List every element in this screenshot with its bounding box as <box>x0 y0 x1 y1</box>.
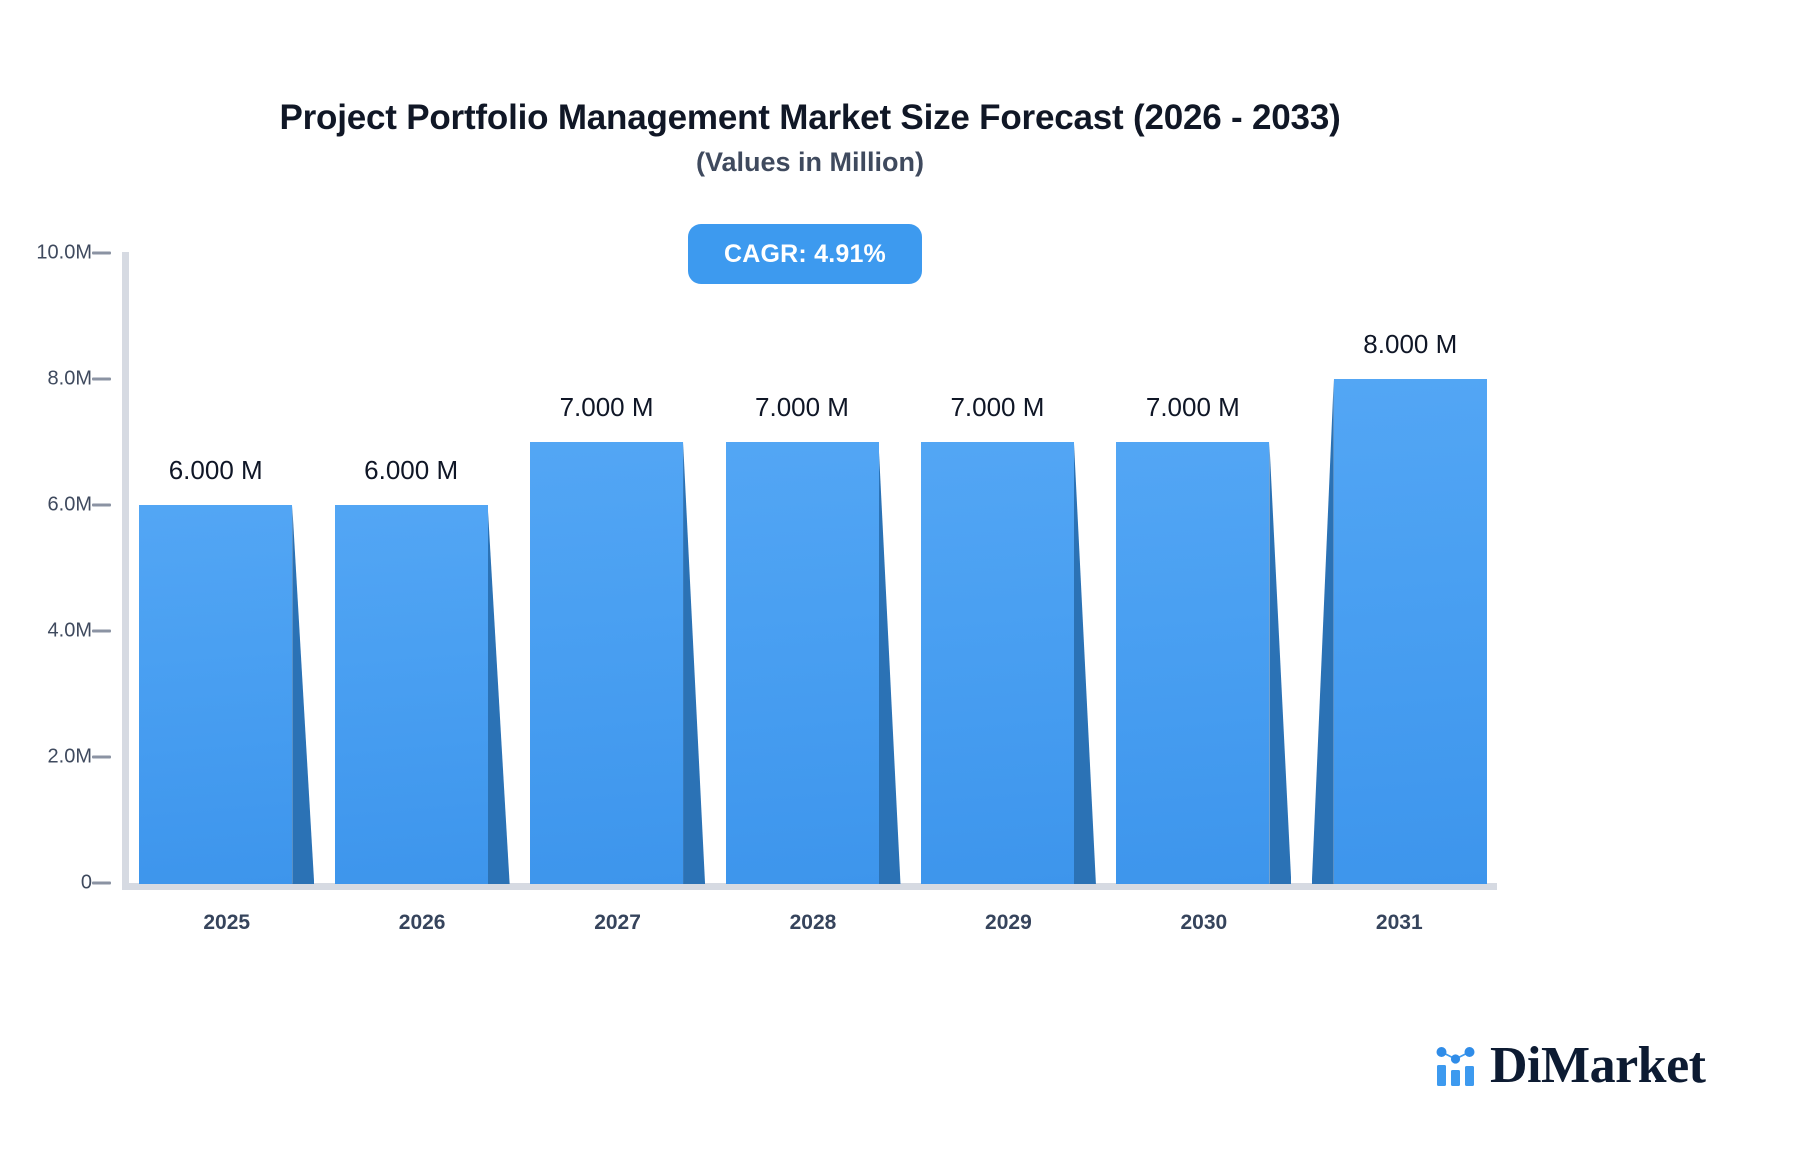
y-axis-line <box>122 252 129 884</box>
dimarket-logo: DiMarket <box>1434 1037 1706 1094</box>
y-axis-tick-mark <box>92 377 111 381</box>
y-axis-tick-mark <box>92 503 111 507</box>
y-axis-tick-label: 2.0M <box>47 745 92 768</box>
bar-front-face[interactable] <box>139 505 293 884</box>
bar-front-face[interactable] <box>920 442 1074 884</box>
cagr-badge-label: CAGR: 4.91% <box>724 239 886 268</box>
x-axis-tick-label: 2025 <box>203 911 251 934</box>
bar-3d-side <box>487 505 510 884</box>
y-axis-tick-label: 4.0M <box>47 619 92 642</box>
bar-front-face[interactable] <box>725 442 879 884</box>
y-axis-tick-mark <box>92 251 111 255</box>
bar-value-label: 6.000 M <box>168 455 263 485</box>
bar-3d-side <box>1269 442 1292 884</box>
bar-front-face[interactable] <box>1333 379 1487 884</box>
chart-subtitle: (Values in Million) <box>695 147 925 177</box>
y-axis-tick-mark <box>92 629 111 633</box>
cagr-badge: CAGR: 4.91% <box>688 224 922 284</box>
bar-front-face[interactable] <box>334 505 488 884</box>
bar-front-face[interactable] <box>1116 442 1270 884</box>
x-axis-line <box>122 883 1497 890</box>
y-axis-tick-label: 6.0M <box>47 493 92 516</box>
y-axis-tick-mark <box>92 755 111 759</box>
y-axis-tick-label: 0 <box>80 871 92 894</box>
bar-value-label: 8.000 M <box>1363 329 1458 359</box>
x-axis-tick-label: 2031 <box>1375 911 1423 934</box>
x-axis-tick-label: 2028 <box>789 911 837 934</box>
bar-front-face[interactable] <box>530 442 684 884</box>
logo-wordmark: DiMarket <box>1490 1037 1706 1094</box>
bar-3d-side <box>1073 442 1096 884</box>
bar-value-label: 7.000 M <box>559 392 654 422</box>
y-axis-tick-label: 10.0M <box>36 241 92 264</box>
bar-3d-side <box>292 505 315 884</box>
bar-value-label: 7.000 M <box>755 392 849 422</box>
bar-value-label: 7.000 M <box>950 392 1045 422</box>
x-axis-tick-label: 2030 <box>1180 911 1228 934</box>
page-title: Project Portfolio Management Market Size… <box>279 98 1341 137</box>
y-axis-tick-mark <box>92 881 111 885</box>
bar-value-label: 7.000 M <box>1145 392 1240 422</box>
bar-3d-side <box>1311 379 1334 884</box>
bar-chart-icon <box>1436 1047 1475 1086</box>
y-axis-tick-label: 8.0M <box>47 367 92 390</box>
x-axis-tick-label: 2027 <box>594 911 641 934</box>
bar-3d-side <box>878 442 901 884</box>
x-axis-tick-label: 2026 <box>398 911 446 934</box>
bar-3d-side <box>683 442 706 884</box>
bar-value-label: 6.000 M <box>364 455 459 485</box>
x-axis-tick-label: 2029 <box>985 911 1032 934</box>
